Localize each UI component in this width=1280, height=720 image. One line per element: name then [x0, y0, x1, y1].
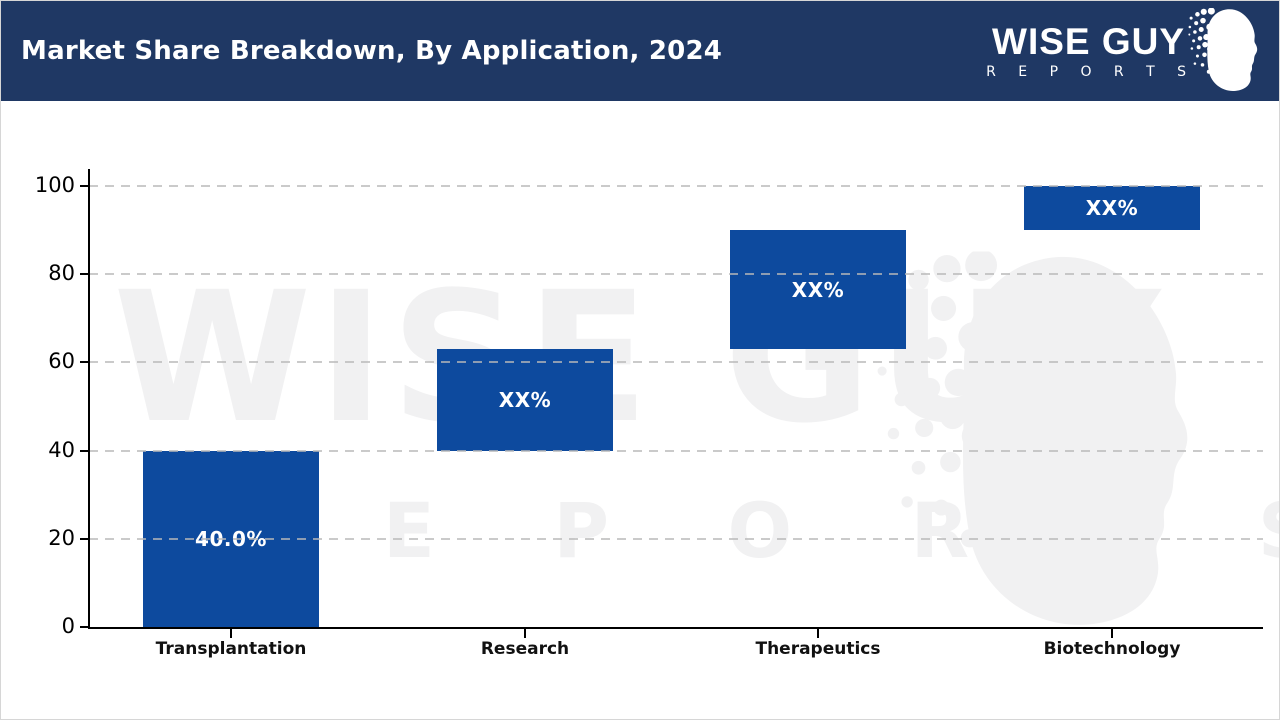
- y-tick-mark: [80, 185, 89, 187]
- x-category-label: Therapeutics: [755, 639, 881, 659]
- x-category-label: Research: [480, 639, 570, 659]
- y-tick-label: 0: [61, 614, 75, 638]
- gridline: [89, 273, 1263, 276]
- y-tick-label: 40: [48, 437, 75, 462]
- logo-text: WISE GUY R E P O R T S: [982, 23, 1195, 79]
- y-tick-label: 100: [34, 173, 75, 197]
- x-tick-mark: [1111, 629, 1113, 638]
- y-tick-mark: [80, 273, 89, 276]
- x-category-label: Biotechnology: [1043, 639, 1181, 659]
- data-bar-therapeutics: XX%: [730, 230, 906, 350]
- y-tick-label: 60: [48, 349, 75, 374]
- dotted-face-profile-icon: [1181, 8, 1267, 94]
- gridline: [89, 537, 1263, 540]
- logo-wordmark: WISE GUY: [992, 21, 1186, 62]
- bar-value-label: XX%: [498, 387, 552, 412]
- y-tick-mark: [80, 449, 89, 452]
- wise-guy-reports-logo: WISE GUY R E P O R T S: [982, 8, 1267, 94]
- x-tick-mark: [524, 629, 526, 638]
- y-tick-mark: [80, 361, 89, 364]
- logo-subtitle: R E P O R T S: [986, 64, 1195, 80]
- chart-title: Market Share Breakdown, By Application, …: [21, 36, 723, 66]
- x-tick-mark: [230, 629, 232, 638]
- plot-area: WISE GUY R E P O R T S 0 20 40 60 80 100 40.0%…: [1, 101, 1279, 719]
- y-tick-mark: [80, 626, 89, 628]
- gridline: [89, 361, 1263, 364]
- data-bar-research: XX%: [437, 349, 613, 451]
- data-bar-biotechnology: XX%: [1024, 186, 1200, 231]
- y-tick-mark: [80, 537, 89, 540]
- header-bar: Market Share Breakdown, By Application, …: [1, 1, 1279, 101]
- gridline: [89, 449, 1263, 452]
- x-category-label: Transplantation: [155, 639, 307, 659]
- x-tick-mark: [817, 629, 819, 638]
- gridline: [89, 185, 1263, 187]
- watermark-face-icon: [873, 219, 1203, 671]
- x-axis-line: [88, 627, 1263, 629]
- y-tick-label: 80: [48, 261, 75, 286]
- bar-value-label: XX%: [1085, 196, 1139, 221]
- bar-value-label: XX%: [791, 277, 845, 302]
- y-tick-label: 20: [48, 525, 75, 550]
- y-axis-line: [88, 169, 90, 629]
